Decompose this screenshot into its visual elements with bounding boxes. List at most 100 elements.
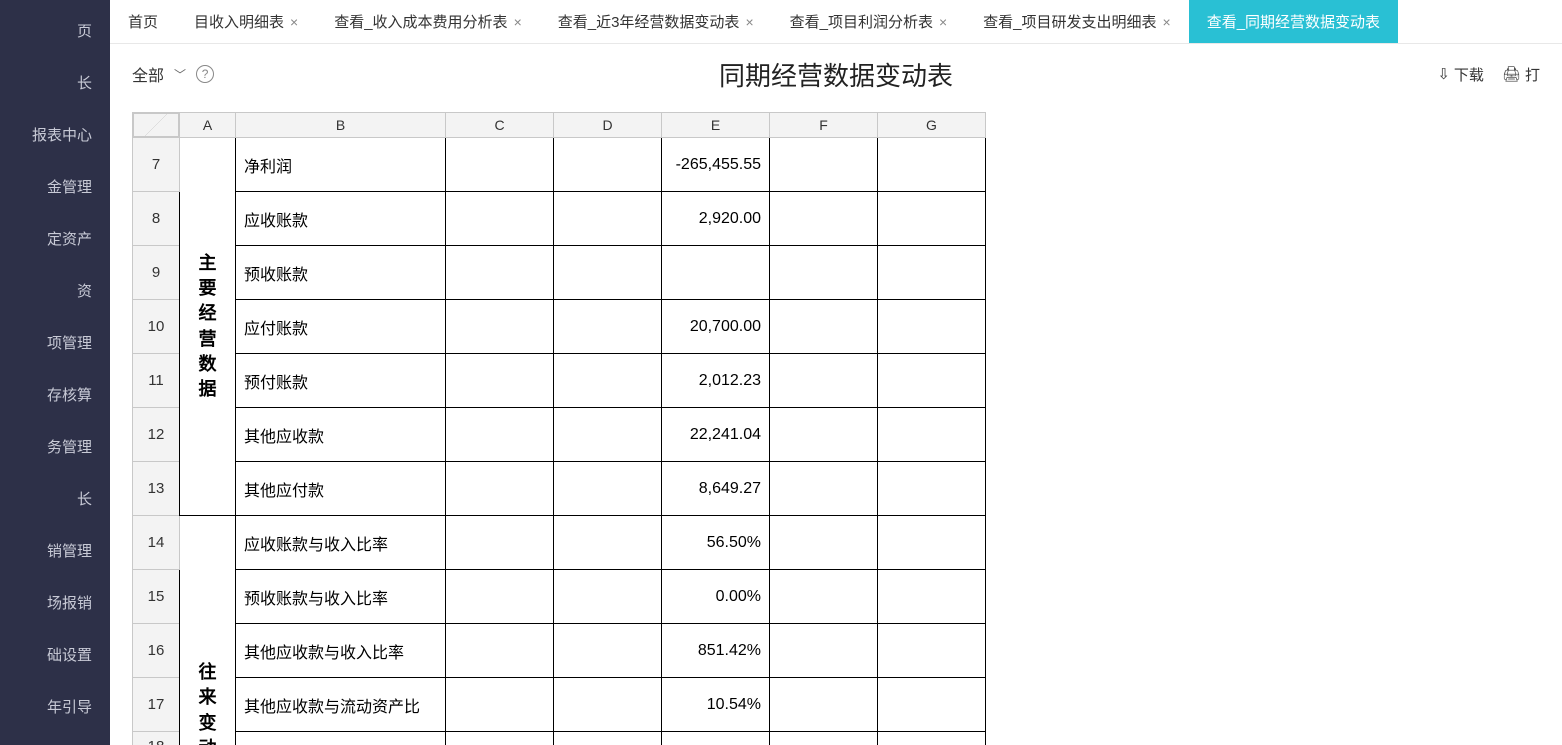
group-label-cell[interactable]: 主要经营数据 [180,138,236,516]
sidebar-item[interactable]: 长 [0,472,110,524]
cell[interactable] [770,516,878,570]
cell[interactable]: 20,700.00 [662,300,770,354]
cell[interactable] [446,246,554,300]
cell[interactable] [446,678,554,732]
cell[interactable] [236,732,446,745]
tab[interactable]: 首页 [110,0,176,43]
cell[interactable] [662,732,770,745]
cell[interactable]: 预付账款 [236,354,446,408]
help-icon[interactable]: ? [196,65,214,83]
sidebar-item[interactable]: 础设置 [0,628,110,680]
sidebar-item[interactable]: 场报销 [0,576,110,628]
cell[interactable]: 10.54% [662,678,770,732]
sidebar-item[interactable]: 销管理 [0,524,110,576]
sidebar-item[interactable]: 项管理 [0,316,110,368]
cell[interactable] [554,300,662,354]
tab[interactable]: 目收入明细表× [176,0,316,43]
sidebar-item[interactable]: 长 [0,56,110,108]
sidebar-item[interactable]: 页 [0,4,110,56]
column-header[interactable]: A [180,113,236,138]
sidebar-item[interactable]: 报表中心 [0,108,110,160]
cell[interactable] [446,408,554,462]
cell[interactable]: 56.50% [662,516,770,570]
tab[interactable]: 查看_项目研发支出明细表× [965,0,1189,43]
cell[interactable]: 8,649.27 [662,462,770,516]
cell[interactable] [446,624,554,678]
row-header[interactable]: 17 [133,678,180,732]
cell[interactable] [446,354,554,408]
spreadsheet[interactable]: ABCDEFG7主要经营数据净利润-265,455.558应收账款2,920.0… [110,104,1562,745]
download-button[interactable]: ⇩ 下载 [1437,64,1484,85]
close-icon[interactable]: × [514,14,522,30]
cell[interactable] [770,732,878,745]
cell[interactable] [554,354,662,408]
cell[interactable] [446,300,554,354]
tab[interactable]: 查看_近3年经营数据变动表× [540,0,772,43]
tab[interactable]: 查看_项目利润分析表× [772,0,966,43]
sidebar-item[interactable]: 存核算 [0,368,110,420]
row-header[interactable]: 10 [133,300,180,354]
row-header[interactable]: 7 [133,138,180,192]
cell[interactable]: 其他应收款与收入比率 [236,624,446,678]
cell[interactable]: 22,241.04 [662,408,770,462]
cell[interactable]: 应付账款 [236,300,446,354]
cell[interactable]: 其他应收款与流动资产比 [236,678,446,732]
cell[interactable] [878,300,986,354]
column-header[interactable]: D [554,113,662,138]
cell[interactable] [770,678,878,732]
cell[interactable]: 其他应付款 [236,462,446,516]
cell[interactable]: 2,920.00 [662,192,770,246]
cell[interactable]: 应收账款与收入比率 [236,516,446,570]
cell[interactable] [662,246,770,300]
cell[interactable] [878,462,986,516]
close-icon[interactable]: × [939,14,947,30]
cell[interactable] [446,516,554,570]
row-header[interactable]: 8 [133,192,180,246]
tab[interactable]: 查看_同期经营数据变动表 [1189,0,1398,43]
cell[interactable] [446,138,554,192]
row-header[interactable]: 13 [133,462,180,516]
cell[interactable] [878,138,986,192]
cell[interactable] [446,192,554,246]
cell[interactable]: 0.00% [662,570,770,624]
column-header[interactable]: G [878,113,986,138]
cell[interactable] [878,246,986,300]
cell[interactable] [878,192,986,246]
row-header[interactable]: 12 [133,408,180,462]
column-header[interactable]: E [662,113,770,138]
close-icon[interactable]: × [745,14,753,30]
cell[interactable] [446,570,554,624]
cell[interactable] [878,732,986,745]
sidebar-item[interactable]: 金管理 [0,160,110,212]
cell[interactable] [554,138,662,192]
cell[interactable] [554,624,662,678]
cell[interactable] [446,462,554,516]
row-header[interactable]: 14 [133,516,180,570]
cell[interactable] [770,138,878,192]
cell[interactable] [878,354,986,408]
cell[interactable] [770,300,878,354]
filter-dropdown[interactable]: 全部 ﹀ ? [132,62,214,86]
sidebar-item[interactable]: 年引导 [0,680,110,732]
cell[interactable] [554,408,662,462]
column-header[interactable]: C [446,113,554,138]
close-icon[interactable]: × [1163,14,1171,30]
cell[interactable] [554,516,662,570]
cell[interactable] [770,408,878,462]
sidebar-item[interactable]: 资 [0,264,110,316]
cell[interactable] [770,624,878,678]
cell[interactable] [554,732,662,745]
cell[interactable] [878,516,986,570]
tab[interactable]: 查看_收入成本费用分析表× [316,0,540,43]
sidebar-item[interactable]: 定资产 [0,212,110,264]
sidebar-item[interactable]: 务管理 [0,420,110,472]
cell[interactable]: 2,012.23 [662,354,770,408]
row-header[interactable]: 16 [133,624,180,678]
row-header[interactable]: 9 [133,246,180,300]
cell[interactable] [878,678,986,732]
cell[interactable] [554,246,662,300]
cell[interactable] [554,192,662,246]
cell[interactable] [770,246,878,300]
row-header[interactable]: 11 [133,354,180,408]
row-header[interactable]: 18 [133,732,180,745]
